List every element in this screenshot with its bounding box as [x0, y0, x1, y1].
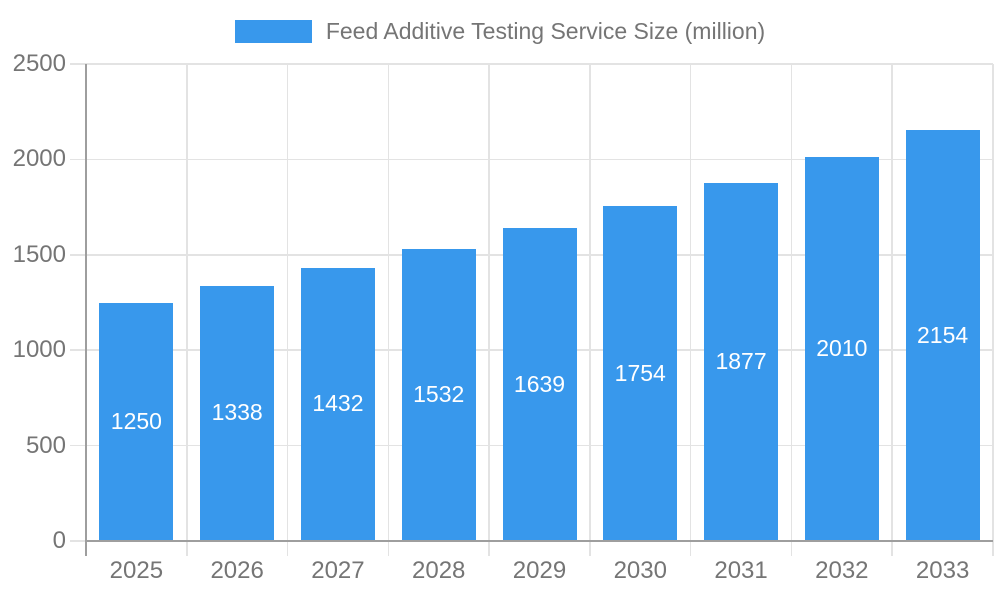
y-tick-mark — [70, 254, 86, 256]
y-axis-tick-label: 2000 — [12, 145, 66, 173]
bar-value-label: 1432 — [312, 390, 364, 417]
bar-2028[interactable]: 1532 — [401, 248, 476, 540]
legend[interactable]: Feed Additive Testing Service Size (mill… — [0, 18, 1000, 45]
y-axis-tick-label: 500 — [25, 431, 66, 459]
bar-2032[interactable]: 2010 — [804, 157, 879, 540]
y-tick-mark — [70, 444, 86, 447]
bar-value-label: 1754 — [614, 359, 666, 386]
x-axis-tick-label: 2029 — [512, 557, 567, 584]
bar-2029[interactable]: 1639 — [502, 228, 577, 540]
y-tick-mark — [70, 540, 86, 542]
x-axis-tick-label: 2028 — [412, 557, 466, 584]
bar-value-label: 1532 — [413, 380, 465, 407]
bar-2027[interactable]: 1432 — [300, 267, 375, 540]
y-gridline — [86, 158, 993, 161]
y-axis-tick-label: 1500 — [12, 240, 66, 268]
y-gridline — [86, 63, 993, 65]
x-gridline — [387, 64, 390, 556]
y-tick-mark — [70, 349, 86, 351]
bar-2025[interactable]: 1250 — [99, 302, 174, 540]
x-axis-tick-label: 2025 — [109, 557, 164, 584]
x-axis-line — [86, 540, 993, 542]
x-axis-tick-label: 2027 — [311, 557, 365, 584]
x-gridline — [891, 64, 893, 556]
bar-2026[interactable]: 1338 — [200, 285, 275, 540]
bar-value-label: 1338 — [211, 399, 263, 426]
bar-value-label: 1877 — [715, 347, 767, 374]
legend-label: Feed Additive Testing Service Size (mill… — [325, 18, 766, 44]
x-gridline — [286, 64, 289, 556]
bar-2031[interactable]: 1877 — [704, 182, 779, 540]
y-tick-mark — [70, 63, 86, 65]
bar-2030[interactable]: 1754 — [603, 206, 678, 540]
x-gridline — [589, 64, 591, 556]
y-axis-tick-label: 0 — [52, 527, 66, 554]
x-gridline — [186, 64, 188, 556]
bar-value-label: 1250 — [110, 407, 162, 434]
x-gridline — [689, 64, 692, 556]
x-axis-tick-label: 2030 — [613, 557, 667, 584]
y-tick-mark — [70, 158, 86, 161]
bar-value-label: 2154 — [917, 321, 969, 348]
bar-value-label: 1639 — [513, 370, 566, 397]
y-axis-tick-label: 1000 — [12, 336, 66, 364]
x-axis-tick-label: 2031 — [714, 557, 768, 584]
y-axis-line — [85, 64, 87, 556]
y-axis-tick-label: 2500 — [12, 50, 66, 77]
x-gridline — [790, 64, 793, 556]
x-axis-tick-label: 2026 — [210, 557, 264, 584]
x-axis-tick-label: 2032 — [815, 557, 869, 584]
legend-swatch-icon — [234, 20, 312, 43]
x-gridline — [992, 64, 994, 556]
bar-2033[interactable]: 2154 — [905, 130, 980, 540]
x-gridline — [488, 64, 490, 556]
x-axis-tick-label: 2033 — [915, 557, 970, 584]
bar-value-label: 2010 — [816, 335, 868, 362]
